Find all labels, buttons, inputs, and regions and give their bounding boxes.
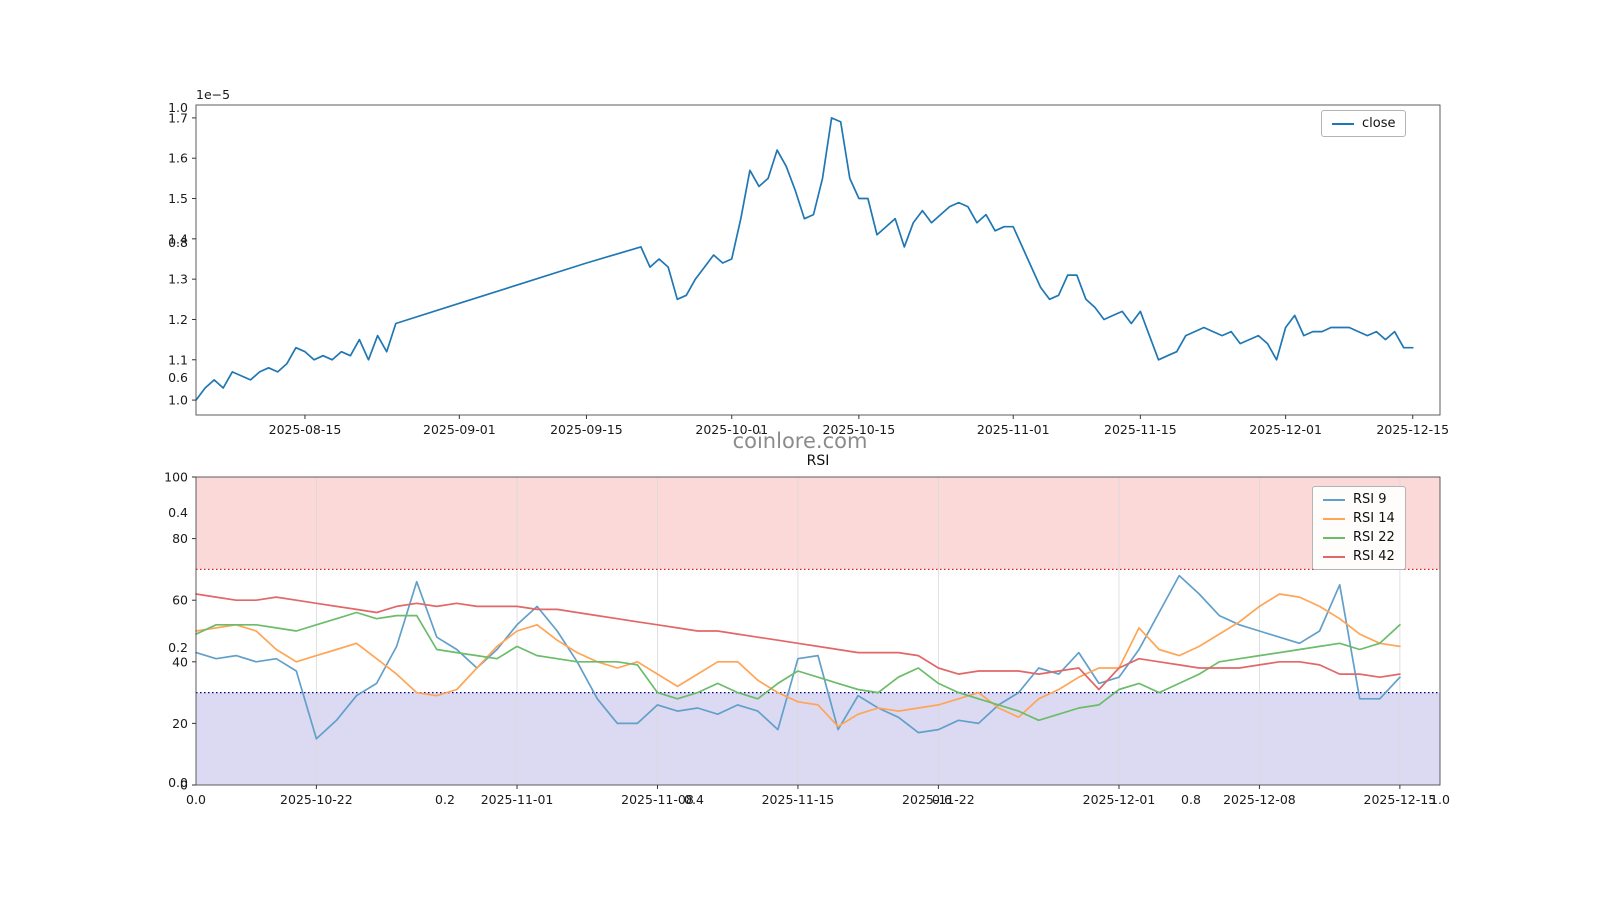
y-tick-label: 20 <box>172 716 188 731</box>
x-tick-label: 2025-12-01 <box>1083 792 1156 807</box>
phantom-y-label: 0.0 <box>168 775 188 790</box>
rsi22-legend-label: RSI 22 <box>1353 530 1395 545</box>
y-tick-label: 1.4 <box>168 231 188 246</box>
axes-frame <box>195 104 1441 416</box>
rsi14-line-sample <box>1323 517 1345 520</box>
x-tick-label: 2025-11-01 <box>977 422 1050 437</box>
phantom-y-label: 0.4 <box>168 505 188 520</box>
x-tick-label: 2025-11-22 <box>902 792 975 807</box>
x-tick-label: 2025-12-15 <box>1364 792 1437 807</box>
x-tick-label: 2025-10-01 <box>695 422 768 437</box>
close-legend-label: close <box>1362 116 1396 131</box>
x-tick-label: 2025-12-15 <box>1376 422 1449 437</box>
rsi-legend-item: RSI 9 <box>1323 492 1395 507</box>
phantom-x-label: 0.4 <box>684 792 704 807</box>
x-tick-label: 2025-10-15 <box>823 422 896 437</box>
y-tick-label: 1.7 <box>168 110 188 125</box>
y-tick-label: 1.3 <box>168 272 188 287</box>
series-rsi-14 <box>195 593 1401 728</box>
rsi42-legend-label: RSI 42 <box>1353 549 1395 564</box>
close-line-sample <box>1332 122 1354 125</box>
axis-offset-label: 1e−5 <box>196 87 230 102</box>
phantom-y-label: 0.2 <box>168 640 188 655</box>
rsi42-line-sample <box>1323 555 1345 558</box>
y-tick-label: 40 <box>172 654 188 669</box>
x-tick-label: 2025-12-08 <box>1223 792 1296 807</box>
y-tick-label: 1.2 <box>168 312 188 327</box>
series-close <box>195 117 1414 401</box>
rsi22-line-sample <box>1323 536 1345 539</box>
phantom-y-label: 0.6 <box>168 370 188 385</box>
phantom-x-label: 0.2 <box>435 792 455 807</box>
x-tick-label: 2025-12-01 <box>1249 422 1322 437</box>
y-tick-label: 1.1 <box>168 352 188 367</box>
rsi14-legend-label: RSI 14 <box>1353 511 1395 526</box>
y-tick-label: 60 <box>172 593 188 608</box>
rsi-legend-item: RSI 22 <box>1323 530 1395 545</box>
x-tick-label: 2025-09-01 <box>423 422 496 437</box>
series-rsi-22 <box>195 611 1401 722</box>
x-tick-label: 2025-11-15 <box>1104 422 1177 437</box>
x-tick-label: 2025-11-15 <box>762 792 835 807</box>
phantom-x-label: 0.8 <box>1181 792 1201 807</box>
phantom-x-label: 0.6 <box>932 792 952 807</box>
phantom-y-label: 1.0 <box>168 100 188 115</box>
band-oversold <box>196 692 1440 785</box>
watermark: coinlore.com <box>732 429 868 453</box>
x-tick-label: 2025-11-01 <box>481 792 554 807</box>
phantom-x-label: 1.0 <box>1430 792 1450 807</box>
rsi-legend: RSI 9 RSI 14 RSI 22 RSI 42 <box>1312 486 1406 570</box>
y-tick-label: 1.0 <box>168 393 188 408</box>
phantom-y-label: 0.8 <box>168 235 188 250</box>
y-tick-label: 1.5 <box>168 191 188 206</box>
axes-frame <box>195 476 1441 786</box>
y-tick-label: 1.6 <box>168 151 188 166</box>
x-tick-label: 2025-08-15 <box>269 422 342 437</box>
band-overbought <box>196 477 1440 570</box>
x-tick-label: 2025-10-22 <box>280 792 353 807</box>
y-tick-label: 80 <box>172 531 188 546</box>
series-rsi-42 <box>195 593 1401 691</box>
phantom-x-label: 0.0 <box>186 792 206 807</box>
rsi-chart-title: RSI <box>806 453 830 469</box>
rsi-legend-item: RSI 42 <box>1323 549 1395 564</box>
x-tick-label: 2025-11-08 <box>621 792 694 807</box>
y-tick-label: 0 <box>180 778 188 793</box>
rsi9-line-sample <box>1323 498 1345 501</box>
price-legend: close <box>1321 110 1407 137</box>
series-rsi-9 <box>195 574 1401 740</box>
y-tick-label: 100 <box>164 470 188 485</box>
rsi-legend-item: RSI 14 <box>1323 511 1395 526</box>
x-tick-label: 2025-09-15 <box>550 422 623 437</box>
rsi9-legend-label: RSI 9 <box>1353 492 1387 507</box>
